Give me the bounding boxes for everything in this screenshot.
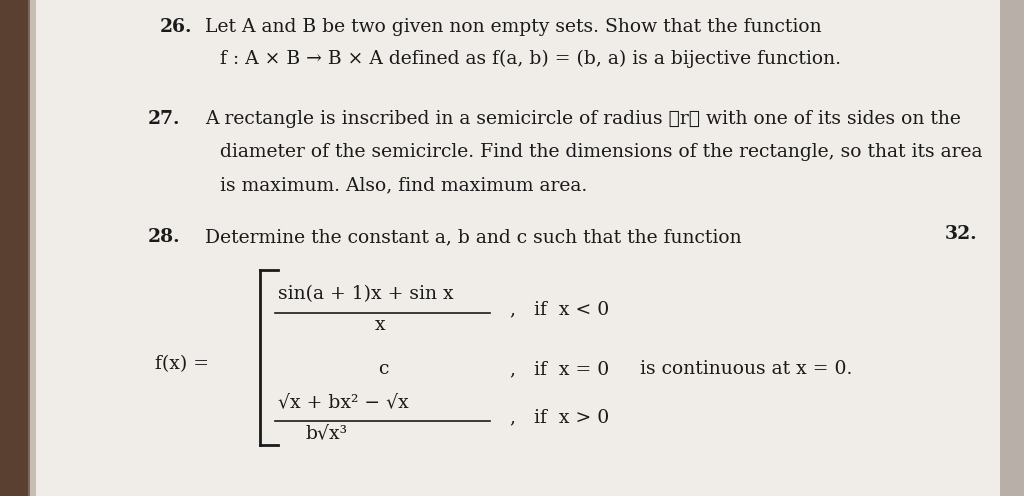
Text: is continuous at x = 0.: is continuous at x = 0. (640, 360, 852, 378)
Text: ,   if  x = 0: , if x = 0 (510, 360, 609, 378)
Text: 27.: 27. (148, 110, 180, 128)
Bar (0, 0, 30, 496)
Text: f(x) =: f(x) = (155, 355, 209, 373)
Text: f : A × B → B × A defined as f(a, b) = (b, a) is a bijective function.: f : A × B → B × A defined as f(a, b) = (… (220, 50, 841, 68)
Text: sin(a + 1)x + sin x: sin(a + 1)x + sin x (278, 285, 454, 303)
Text: Determine the constant a, b and c such that the function: Determine the constant a, b and c such t… (205, 228, 741, 246)
Text: is maximum. Also, find maximum area.: is maximum. Also, find maximum area. (220, 176, 587, 194)
Bar (28, 0, 36, 496)
Text: ,   if  x < 0: , if x < 0 (510, 300, 609, 318)
Text: 32.: 32. (945, 225, 978, 243)
Text: diameter of the semicircle. Find the dimensions of the rectangle, so that its ar: diameter of the semicircle. Find the dim… (220, 143, 982, 161)
Text: 26.: 26. (160, 18, 193, 36)
Text: Let A and B be two given non empty sets. Show that the function: Let A and B be two given non empty sets.… (205, 18, 821, 36)
Text: √x + bx² − √x: √x + bx² − √x (278, 393, 409, 411)
Text: ,   if  x > 0: , if x > 0 (510, 408, 609, 426)
Text: b√x³: b√x³ (305, 424, 347, 442)
Text: A rectangle is inscribed in a semicircle of radius ﻿r﻿ with one of its sides on : A rectangle is inscribed in a semicircle… (205, 110, 961, 128)
Text: x: x (375, 316, 386, 334)
Text: 28.: 28. (148, 228, 180, 246)
Text: c: c (378, 360, 388, 378)
